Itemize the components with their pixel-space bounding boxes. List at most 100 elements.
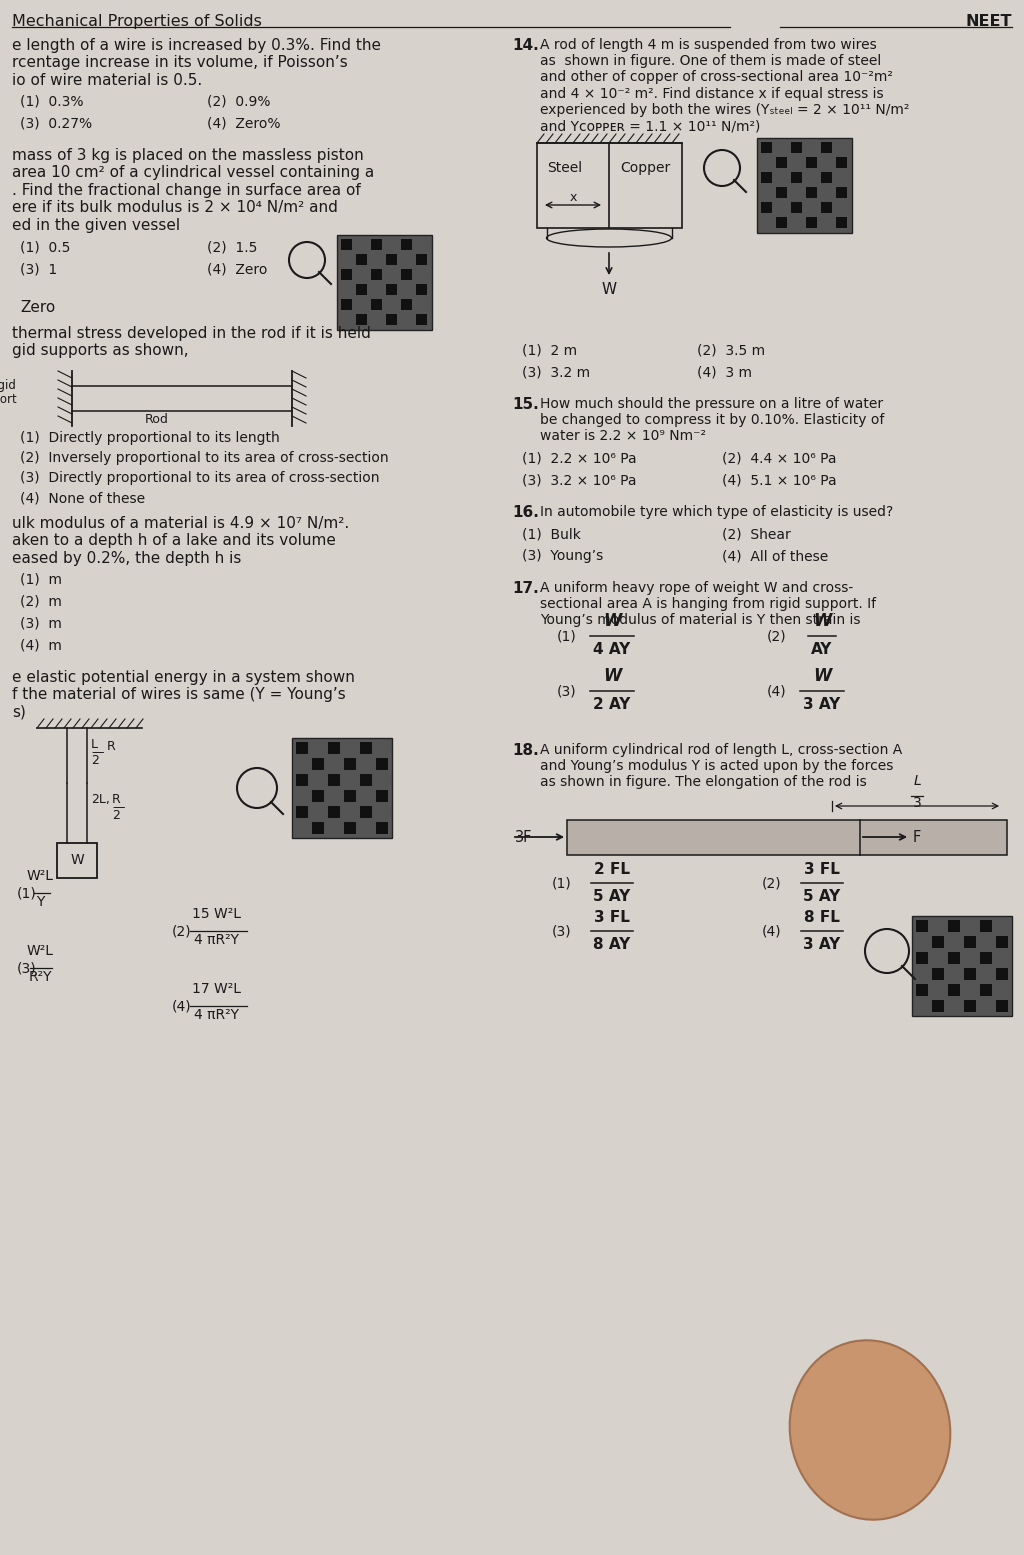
Bar (932, 1000, 944, 1012)
Text: Mechanical Properties of Solids: Mechanical Properties of Solids (12, 14, 262, 30)
Text: 14.: 14. (512, 37, 539, 53)
Bar (776, 218, 787, 229)
Text: (1)  Bulk: (1) Bulk (522, 527, 581, 541)
Bar (360, 742, 372, 754)
Text: (3): (3) (557, 684, 577, 698)
Text: 4 πR²Y: 4 πR²Y (195, 933, 240, 947)
Bar (344, 823, 356, 833)
Bar (916, 952, 928, 964)
Bar (932, 969, 944, 980)
Text: Zero: Zero (20, 300, 55, 316)
Bar (776, 187, 787, 197)
Text: (4)  m: (4) m (20, 638, 61, 652)
Text: A rod of length 4 m is suspended from two wires
as  shown in figure. One of them: A rod of length 4 m is suspended from tw… (540, 37, 909, 134)
Text: (4)  Zero%: (4) Zero% (207, 117, 281, 131)
Text: 2: 2 (91, 754, 99, 767)
Text: (2)  0.9%: (2) 0.9% (207, 93, 270, 107)
Bar (376, 757, 388, 770)
Bar (416, 314, 427, 325)
Text: e elastic potential energy in a system shown
f the material of wires is same (Y : e elastic potential energy in a system s… (12, 670, 355, 720)
Text: Support: Support (0, 393, 17, 406)
Bar (292, 739, 392, 838)
Bar (360, 805, 372, 818)
Text: (2)  3.5 m: (2) 3.5 m (697, 344, 765, 358)
Text: (4)  All of these: (4) All of these (722, 549, 828, 563)
Text: 3 AY: 3 AY (804, 938, 841, 952)
Bar (386, 285, 397, 295)
Text: (1)  0.5: (1) 0.5 (20, 239, 71, 253)
Bar (401, 269, 412, 280)
Text: W: W (603, 667, 622, 686)
Text: R: R (112, 793, 121, 805)
Text: AY: AY (811, 642, 833, 658)
Text: (3): (3) (552, 924, 571, 938)
Text: (2): (2) (762, 875, 781, 889)
Text: (1)  2.2 × 10⁶ Pa: (1) 2.2 × 10⁶ Pa (522, 451, 637, 465)
Bar (371, 269, 382, 280)
Text: 16.: 16. (512, 505, 539, 519)
Text: (1): (1) (552, 875, 571, 889)
Bar (964, 936, 976, 949)
Bar (948, 984, 961, 997)
Text: (4)  3 m: (4) 3 m (697, 365, 752, 379)
Bar (761, 202, 772, 213)
Bar (296, 805, 308, 818)
Text: (3)  Directly proportional to its area of cross-section: (3) Directly proportional to its area of… (20, 471, 380, 485)
Text: e length of a wire is increased by 0.3%. Find the
rcentage increase in its volum: e length of a wire is increased by 0.3%.… (12, 37, 381, 87)
Text: 3 FL: 3 FL (804, 861, 840, 877)
Bar (964, 969, 976, 980)
Text: Rigid: Rigid (0, 379, 17, 392)
Bar (916, 984, 928, 997)
Text: (4): (4) (767, 684, 786, 698)
Text: 3 FL: 3 FL (594, 910, 630, 925)
Text: 2 FL: 2 FL (594, 861, 630, 877)
Bar (416, 253, 427, 264)
Bar (806, 218, 817, 229)
Text: 4 πR²Y: 4 πR²Y (195, 1008, 240, 1022)
Bar (791, 202, 802, 213)
Bar (567, 819, 1007, 855)
Bar (916, 921, 928, 931)
Text: 3: 3 (912, 796, 922, 810)
Text: R: R (106, 740, 116, 753)
Text: A uniform heavy rope of weight W and cross-
sectional area A is hanging from rig: A uniform heavy rope of weight W and cro… (540, 582, 877, 627)
Bar (821, 142, 831, 152)
Bar (371, 299, 382, 309)
Bar (337, 235, 432, 330)
Bar (386, 314, 397, 325)
Bar (344, 790, 356, 802)
Text: 8 AY: 8 AY (593, 938, 631, 952)
Bar (912, 916, 1012, 1015)
Text: x: x (569, 191, 577, 204)
Bar (806, 187, 817, 197)
Bar (980, 984, 992, 997)
Text: 18.: 18. (512, 743, 539, 757)
Text: (2)  4.4 × 10⁶ Pa: (2) 4.4 × 10⁶ Pa (722, 451, 837, 465)
Text: (2): (2) (172, 924, 191, 938)
Text: W: W (603, 613, 622, 630)
Text: L: L (913, 774, 921, 788)
Bar (791, 142, 802, 152)
Text: (4): (4) (172, 998, 191, 1012)
Text: W: W (601, 281, 616, 297)
Text: 3 AY: 3 AY (804, 697, 841, 712)
Bar (401, 239, 412, 250)
Bar (932, 936, 944, 949)
Text: (2)  m: (2) m (20, 594, 61, 608)
Text: 8 FL: 8 FL (804, 910, 840, 925)
Text: (3)  3.2 × 10⁶ Pa: (3) 3.2 × 10⁶ Pa (522, 473, 637, 487)
Bar (980, 921, 992, 931)
Bar (964, 1000, 976, 1012)
Bar (312, 823, 324, 833)
Text: (2)  Inversely proportional to its area of cross-section: (2) Inversely proportional to its area o… (20, 451, 389, 465)
Text: (3)  Young’s: (3) Young’s (522, 549, 603, 563)
Bar (386, 253, 397, 264)
Bar (371, 239, 382, 250)
Text: Y: Y (36, 896, 44, 910)
Bar (980, 952, 992, 964)
Bar (836, 187, 847, 197)
Bar (948, 952, 961, 964)
Bar (401, 299, 412, 309)
Text: (1)  2 m: (1) 2 m (522, 344, 578, 358)
Bar (360, 774, 372, 785)
